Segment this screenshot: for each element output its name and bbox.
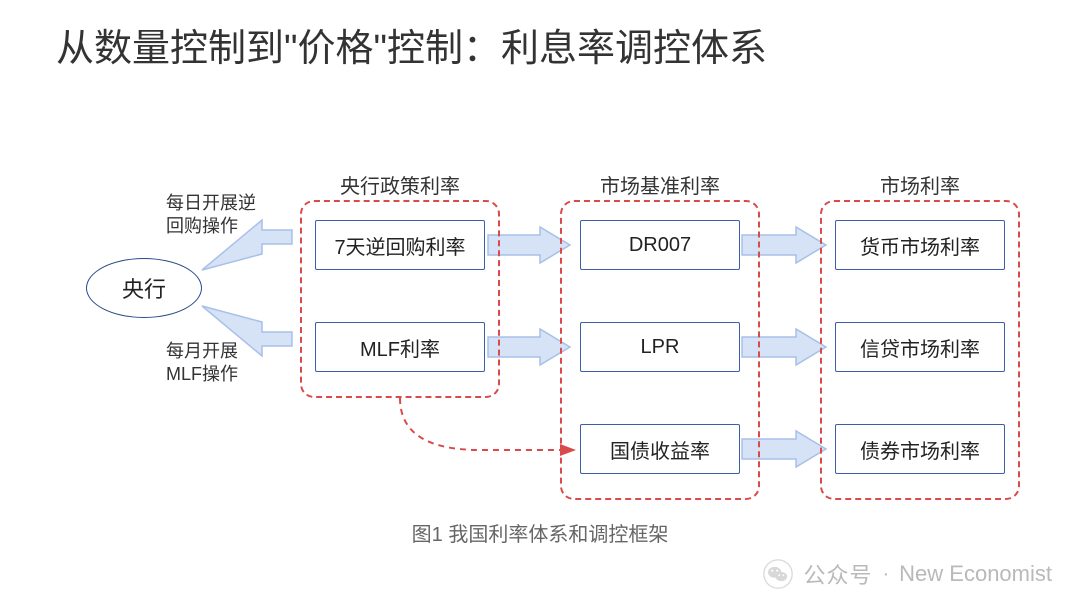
node-label: 信贷市场利率 xyxy=(860,333,980,362)
node-govbond-yield: 国债收益率 xyxy=(580,424,740,474)
node-mlf-rate: MLF利率 xyxy=(315,322,485,372)
source-label: 央行 xyxy=(122,272,166,304)
arrow-g1n1-g2n1 xyxy=(488,227,570,263)
node-label: DR007 xyxy=(629,234,691,257)
node-label: 7天逆回购利率 xyxy=(334,231,465,260)
node-label: MLF利率 xyxy=(360,333,440,362)
node-label: 货币市场利率 xyxy=(860,231,980,260)
node-bond-market-rate: 债券市场利率 xyxy=(835,424,1005,474)
node-money-market-rate: 货币市场利率 xyxy=(835,220,1005,270)
node-label: LPR xyxy=(641,336,680,359)
node-label: 债券市场利率 xyxy=(860,435,980,464)
node-7day-reverse-repo: 7天逆回购利率 xyxy=(315,220,485,270)
arrow-g1n2-g2n2 xyxy=(488,329,570,365)
figure-caption: 图1 我国利率体系和调控框架 xyxy=(340,518,740,547)
edge-label-bottom: 每月开展 MLF操作 xyxy=(166,340,238,385)
group3-label: 市场利率 xyxy=(830,170,1010,199)
watermark-en: New Economist xyxy=(899,561,1052,587)
node-label: 国债收益率 xyxy=(610,435,710,464)
dashed-arrow-policy-to-bond xyxy=(400,398,576,456)
node-credit-market-rate: 信贷市场利率 xyxy=(835,322,1005,372)
watermark-dot: · xyxy=(882,563,889,586)
watermark-cn: 公众号 xyxy=(803,558,872,590)
node-lpr: LPR xyxy=(580,322,740,372)
edge-label-top: 每日开展逆 回购操作 xyxy=(166,192,256,237)
wechat-icon xyxy=(763,559,793,589)
watermark: 公众号 · New Economist xyxy=(763,558,1052,590)
node-dr007: DR007 xyxy=(580,220,740,270)
group2-label: 市场基准利率 xyxy=(570,170,750,199)
group1-label: 央行政策利率 xyxy=(310,170,490,199)
source-node-central-bank: 央行 xyxy=(86,258,202,318)
